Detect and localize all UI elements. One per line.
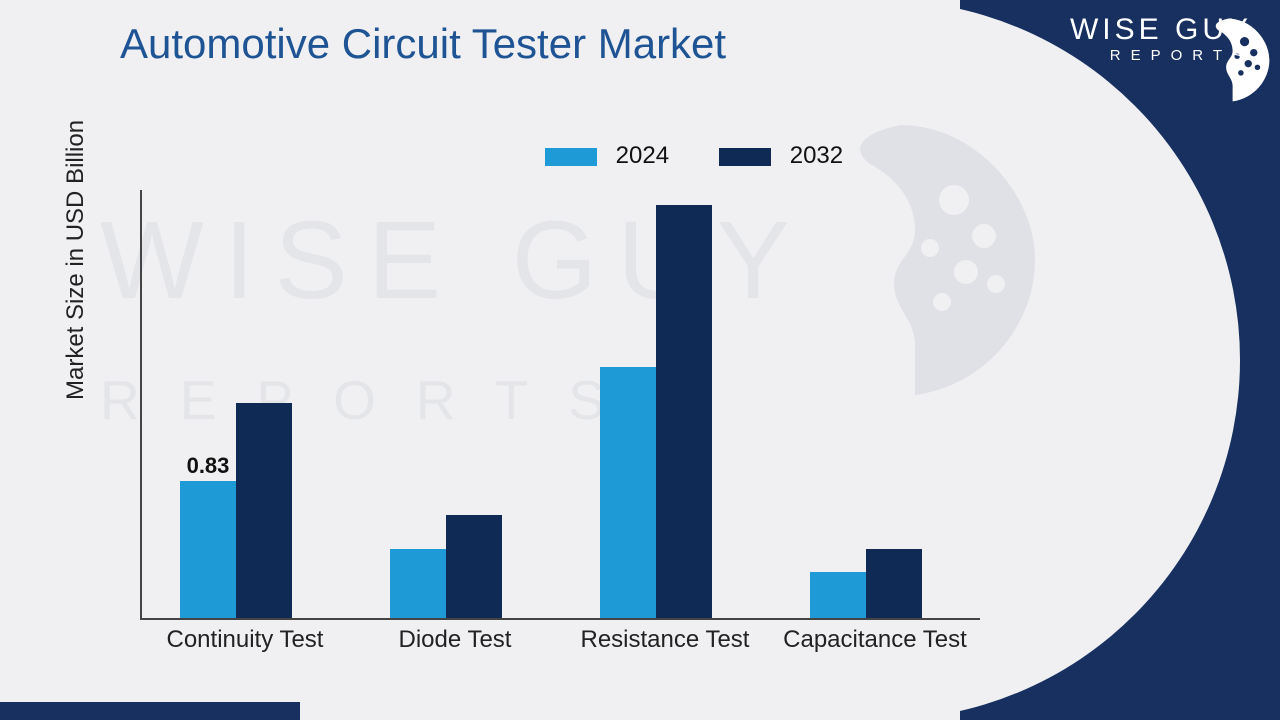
brand-line1: WISE GUY <box>1070 13 1252 46</box>
chart-area: 0.83Continuity TestDiode TestResistance … <box>140 190 980 620</box>
bar-2032 <box>656 205 712 618</box>
category-label: Resistance Test <box>570 626 760 654</box>
bar-2024: 0.83 <box>180 481 236 618</box>
bar-2032 <box>236 403 292 618</box>
bar-2032 <box>866 549 922 618</box>
category-label: Continuity Test <box>150 626 340 654</box>
y-axis-label: Market Size in USD Billion <box>62 120 90 400</box>
category-label: Capacitance Test <box>780 626 970 654</box>
bar-2024 <box>390 549 446 618</box>
y-axis <box>140 190 142 620</box>
bar-2024 <box>600 367 656 618</box>
bottom-accent-bar <box>0 702 300 720</box>
legend: 2024 2032 <box>545 142 843 170</box>
category-label: Diode Test <box>360 626 550 654</box>
bar-2032 <box>446 515 502 618</box>
chart-title: Automotive Circuit Tester Market <box>120 20 726 68</box>
brand-logo: WISE GUY REPORTS <box>1070 14 1252 63</box>
legend-swatch-2024 <box>545 148 597 166</box>
legend-swatch-2032 <box>719 148 771 166</box>
brand-line2: REPORTS <box>1070 48 1252 64</box>
legend-label-2024: 2024 <box>616 142 669 169</box>
legend-item-2024: 2024 <box>545 142 669 170</box>
legend-label-2032: 2032 <box>790 142 843 169</box>
legend-item-2032: 2032 <box>719 142 843 170</box>
x-axis <box>140 618 980 620</box>
bar-value-label: 0.83 <box>187 453 230 479</box>
bar-2024 <box>810 572 866 618</box>
